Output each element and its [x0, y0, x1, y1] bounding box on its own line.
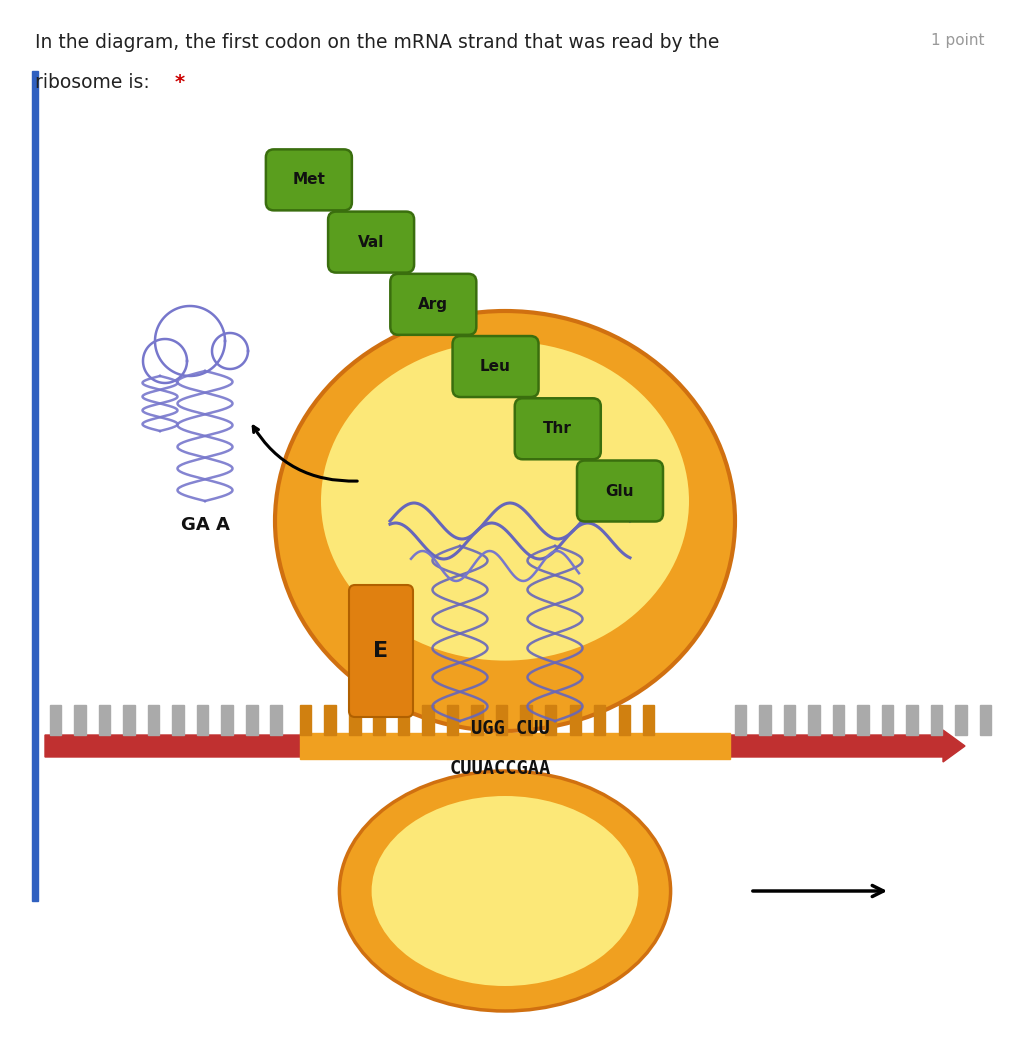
Bar	[759, 705, 771, 735]
Bar	[271, 705, 282, 735]
FancyArrow shape	[45, 730, 965, 762]
Text: Arg: Arg	[419, 296, 448, 312]
Bar	[172, 705, 184, 735]
Bar	[32, 71, 38, 901]
Ellipse shape	[340, 771, 670, 1011]
Bar	[399, 705, 410, 735]
FancyBboxPatch shape	[329, 211, 414, 272]
Bar	[124, 705, 135, 735]
Bar	[447, 705, 458, 735]
FancyBboxPatch shape	[515, 398, 600, 459]
Bar	[74, 705, 86, 735]
Bar	[570, 705, 581, 735]
FancyBboxPatch shape	[577, 460, 663, 521]
Ellipse shape	[321, 342, 689, 661]
Bar	[221, 705, 233, 735]
Bar	[496, 705, 507, 735]
Text: CUUACCGAA: CUUACCGAA	[449, 760, 551, 779]
Bar	[735, 705, 746, 735]
Text: Met: Met	[292, 172, 325, 187]
Bar	[324, 705, 336, 735]
FancyBboxPatch shape	[266, 149, 352, 210]
Bar	[643, 705, 654, 735]
Bar	[882, 705, 893, 735]
Text: ribosome is:: ribosome is:	[35, 73, 156, 92]
Bar	[907, 705, 918, 735]
Text: UGG CUU: UGG CUU	[470, 720, 550, 739]
Bar	[931, 705, 942, 735]
Bar	[50, 705, 62, 735]
Text: Leu: Leu	[480, 359, 511, 374]
Bar	[808, 705, 820, 735]
Ellipse shape	[275, 311, 735, 731]
Bar	[300, 733, 730, 759]
FancyBboxPatch shape	[452, 336, 538, 397]
Bar	[955, 705, 967, 735]
Bar	[423, 705, 434, 735]
Bar	[520, 705, 532, 735]
Text: Val: Val	[358, 234, 384, 249]
Bar	[619, 705, 630, 735]
Text: Thr: Thr	[544, 421, 572, 436]
Bar	[300, 705, 311, 735]
Bar	[980, 705, 992, 735]
Bar	[594, 705, 605, 735]
Bar	[784, 705, 796, 735]
Bar	[148, 705, 159, 735]
Bar	[373, 705, 385, 735]
Text: *: *	[175, 73, 186, 92]
Text: In the diagram, the first codon on the mRNA strand that was read by the: In the diagram, the first codon on the m…	[35, 33, 719, 51]
Bar	[832, 705, 845, 735]
Ellipse shape	[371, 796, 639, 986]
Bar	[246, 705, 258, 735]
Text: 1 point: 1 point	[932, 33, 985, 48]
Bar	[545, 705, 557, 735]
Bar	[349, 705, 361, 735]
Bar	[472, 705, 483, 735]
Text: E: E	[373, 641, 388, 661]
Bar	[99, 705, 111, 735]
FancyBboxPatch shape	[349, 585, 413, 717]
Text: Glu: Glu	[605, 483, 634, 498]
Bar	[197, 705, 209, 735]
FancyBboxPatch shape	[390, 274, 477, 335]
Bar	[858, 705, 869, 735]
Text: GA A: GA A	[180, 516, 229, 534]
